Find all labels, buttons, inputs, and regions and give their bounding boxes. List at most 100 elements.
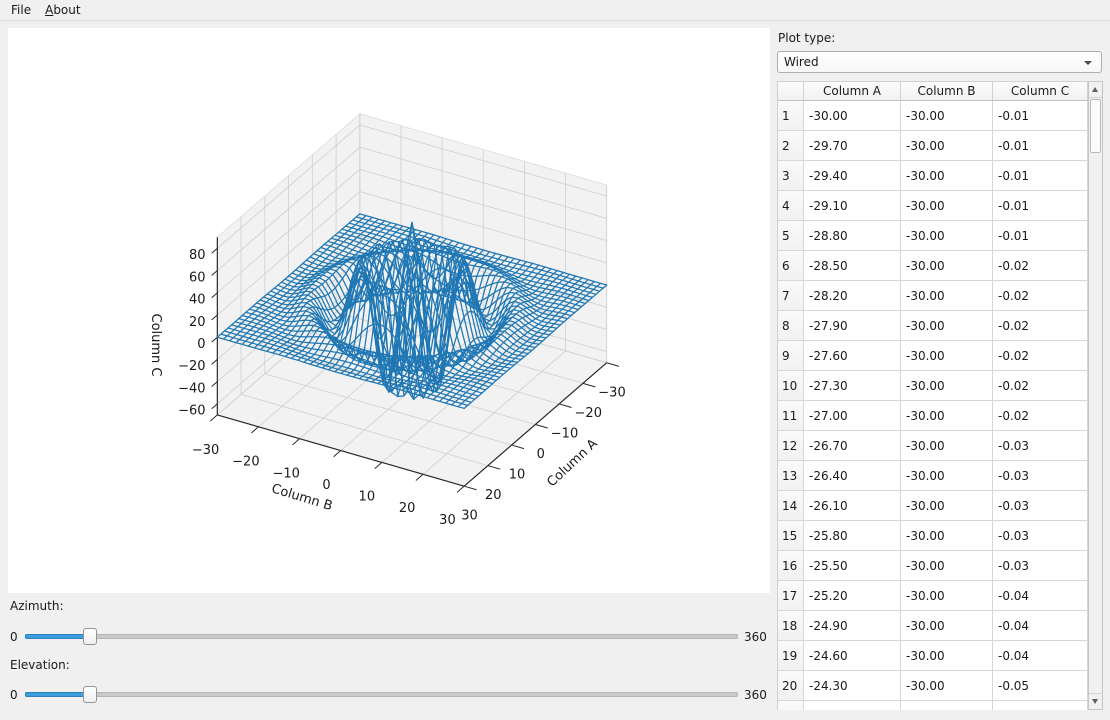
table-cell[interactable]: -24.30 (804, 671, 901, 701)
table-cell[interactable]: -0.03 (993, 431, 1088, 461)
table-cell[interactable]: -30.00 (901, 581, 993, 611)
table-row: 1 -30.00 -30.00 -0.01 (778, 101, 1088, 131)
table-cell[interactable]: -27.30 (804, 371, 901, 401)
table-cell[interactable]: -30.00 (901, 461, 993, 491)
table-cell[interactable]: -0.02 (993, 401, 1088, 431)
svg-text:−40: −40 (178, 381, 205, 396)
table-cell[interactable]: -30.00 (901, 371, 993, 401)
table-cell[interactable]: -30.00 (901, 161, 993, 191)
table-cell[interactable]: -26.40 (804, 461, 901, 491)
svg-text:Column C: Column C (148, 314, 163, 377)
table-cell[interactable]: -24.90 (804, 611, 901, 641)
column-header-b[interactable]: Column B (901, 82, 993, 101)
table-cell[interactable]: -28.80 (804, 221, 901, 251)
row-number: 8 (778, 311, 804, 341)
table-cell[interactable]: -30.00 (901, 671, 993, 701)
menu-item-about[interactable]: About (45, 3, 81, 17)
azimuth-slider[interactable] (25, 628, 738, 645)
table-cell[interactable]: -27.90 (804, 311, 901, 341)
table-row: 10 -27.30 -30.00 -0.02 (778, 371, 1088, 401)
table-cell[interactable]: -0.02 (993, 341, 1088, 371)
table-cell[interactable]: -0.03 (993, 491, 1088, 521)
column-header-c[interactable]: Column C (993, 82, 1088, 101)
table-cell[interactable]: -0.05 (993, 671, 1088, 701)
elevation-slider-track[interactable] (25, 692, 738, 697)
table-cell[interactable]: -0.01 (993, 161, 1088, 191)
azimuth-slider-handle[interactable] (83, 628, 97, 645)
menubar: File About (0, 0, 1110, 21)
table-corner-header (778, 82, 804, 101)
table-cell[interactable]: -30.00 (901, 551, 993, 581)
table-cell[interactable]: -25.80 (804, 521, 901, 551)
table-cell[interactable]: -0.03 (993, 461, 1088, 491)
table-cell[interactable]: -27.60 (804, 341, 901, 371)
svg-text:−30: −30 (598, 385, 625, 400)
table-cell[interactable]: -0.02 (993, 251, 1088, 281)
table-cell[interactable]: -30.00 (901, 251, 993, 281)
table-cell[interactable]: -28.20 (804, 281, 901, 311)
row-number: 19 (778, 641, 804, 671)
table-row: 13 -26.40 -30.00 -0.03 (778, 461, 1088, 491)
table-scrollbar[interactable] (1088, 81, 1103, 710)
table-cell[interactable]: -0.04 (993, 641, 1088, 671)
table-cell[interactable]: -30.00 (901, 191, 993, 221)
table-cell[interactable]: -25.20 (804, 581, 901, 611)
table-cell[interactable]: -30.00 (901, 611, 993, 641)
table-cell[interactable]: -30.00 (804, 101, 901, 131)
table-cell[interactable]: -30.00 (901, 101, 993, 131)
azimuth-slider-track[interactable] (25, 634, 738, 639)
scroll-down-icon[interactable] (1089, 693, 1102, 709)
table-cell[interactable]: -0.02 (993, 281, 1088, 311)
table-cell[interactable]: -26.70 (804, 431, 901, 461)
table-cell[interactable]: -30.00 (901, 341, 993, 371)
table-cell[interactable]: -0.01 (993, 131, 1088, 161)
table-cell[interactable] (901, 701, 993, 710)
table-row: 5 -28.80 -30.00 -0.01 (778, 221, 1088, 251)
table-cell[interactable]: -30.00 (901, 521, 993, 551)
svg-text:60: 60 (189, 270, 206, 285)
table-cell[interactable]: -26.10 (804, 491, 901, 521)
table-cell[interactable]: -30.00 (901, 281, 993, 311)
table-cell[interactable]: -30.00 (901, 401, 993, 431)
table-cell[interactable]: -29.40 (804, 161, 901, 191)
table-cell[interactable]: -30.00 (901, 491, 993, 521)
table-cell[interactable]: -30.00 (901, 431, 993, 461)
elevation-slider[interactable] (25, 686, 738, 703)
elevation-slider-fill (25, 692, 90, 697)
table-cell[interactable]: -30.00 (901, 131, 993, 161)
table-cell[interactable]: -25.50 (804, 551, 901, 581)
table-cell[interactable]: -0.03 (993, 521, 1088, 551)
table-cell[interactable]: -0.01 (993, 221, 1088, 251)
azimuth-min-label: 0 (10, 630, 18, 644)
table-cell[interactable]: -0.01 (993, 101, 1088, 131)
elevation-slider-handle[interactable] (83, 686, 97, 703)
table-cell[interactable] (993, 701, 1088, 710)
table-cell[interactable]: -29.70 (804, 131, 901, 161)
column-header-a[interactable]: Column A (804, 82, 901, 101)
table-cell[interactable]: -0.03 (993, 551, 1088, 581)
table-cell[interactable]: -27.00 (804, 401, 901, 431)
table-cell[interactable] (804, 701, 901, 710)
row-number: 18 (778, 611, 804, 641)
table-cell[interactable]: -0.01 (993, 191, 1088, 221)
table-cell[interactable]: -29.10 (804, 191, 901, 221)
table-cell[interactable]: -24.60 (804, 641, 901, 671)
plot-type-combobox[interactable]: Wired (777, 51, 1102, 73)
table-cell[interactable]: -0.02 (993, 371, 1088, 401)
table-cell[interactable]: -30.00 (901, 311, 993, 341)
row-number (778, 701, 804, 710)
svg-text:30: 30 (461, 509, 478, 524)
menu-item-file[interactable]: File (11, 3, 32, 17)
svg-text:−10: −10 (551, 426, 578, 441)
scrollbar-thumb[interactable] (1090, 99, 1101, 153)
table-cell[interactable]: -30.00 (901, 641, 993, 671)
table-cell[interactable]: -0.04 (993, 581, 1088, 611)
table-cell[interactable]: -0.02 (993, 311, 1088, 341)
chevron-down-icon (1084, 61, 1092, 65)
row-number: 7 (778, 281, 804, 311)
table-cell[interactable]: -30.00 (901, 221, 993, 251)
table-cell[interactable]: -0.04 (993, 611, 1088, 641)
table-cell[interactable]: -28.50 (804, 251, 901, 281)
scroll-up-icon[interactable] (1089, 82, 1102, 98)
